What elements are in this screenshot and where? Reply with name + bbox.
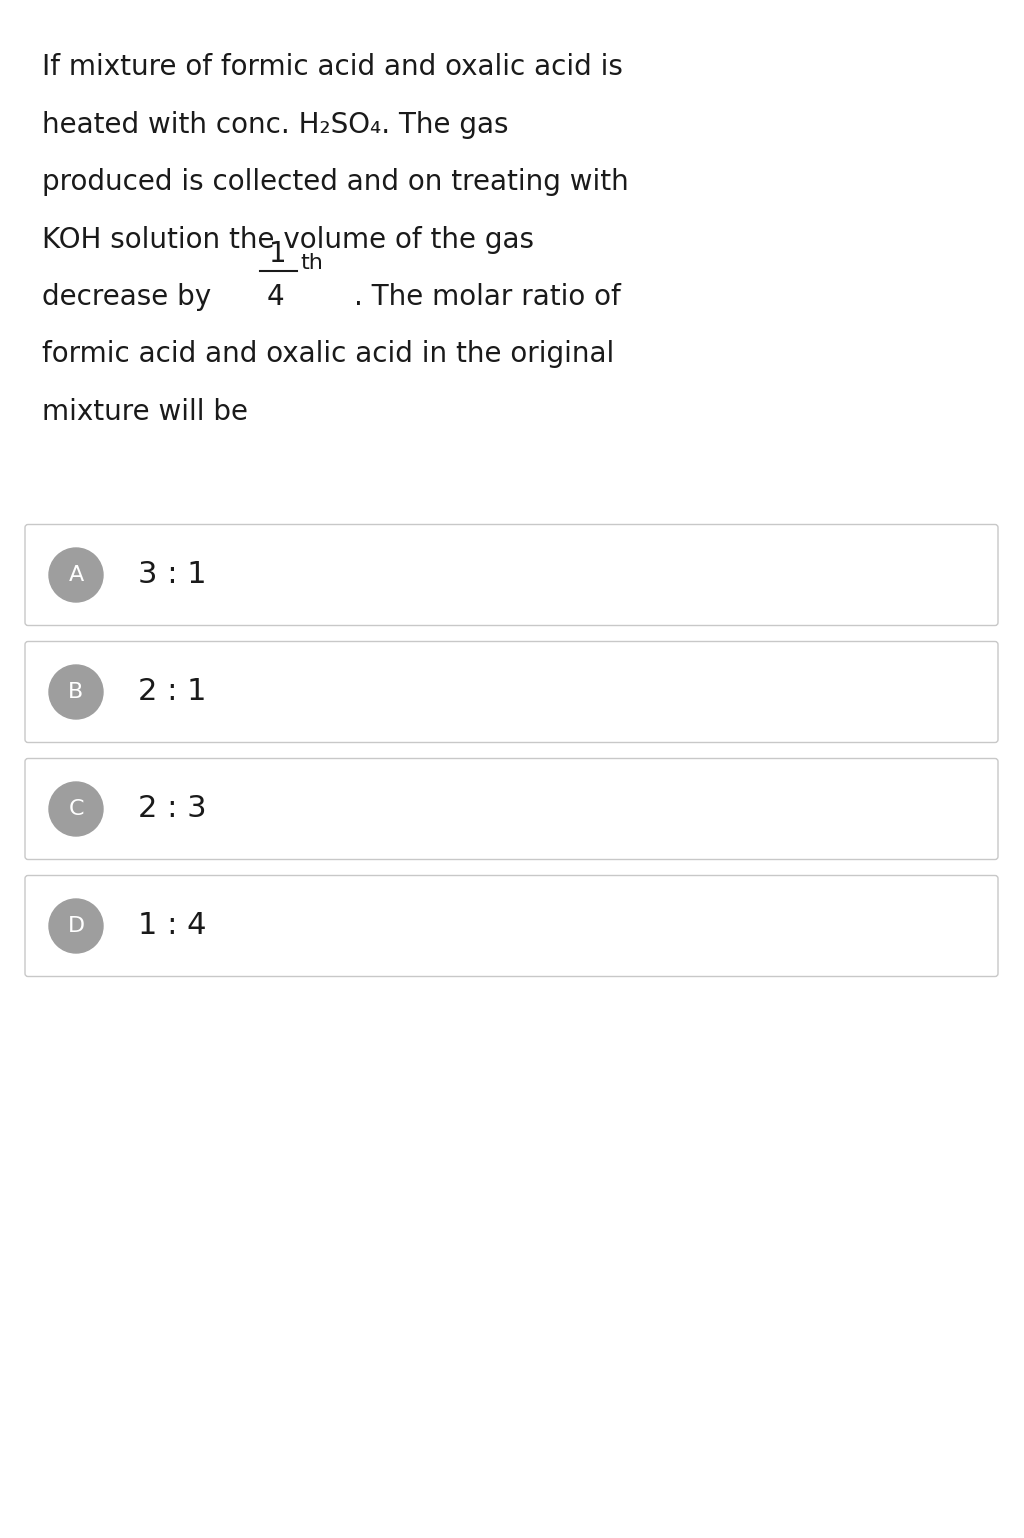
Text: th: th — [300, 252, 323, 274]
Text: 1: 1 — [269, 240, 287, 268]
Text: heated with conc. H₂SO₄. The gas: heated with conc. H₂SO₄. The gas — [42, 111, 509, 138]
Text: C: C — [69, 800, 84, 820]
Text: formic acid and oxalic acid in the original: formic acid and oxalic acid in the origi… — [42, 340, 614, 369]
Text: 1 : 4: 1 : 4 — [138, 912, 207, 941]
Text: 2 : 3: 2 : 3 — [138, 795, 207, 823]
Text: 2 : 1: 2 : 1 — [138, 678, 207, 706]
Text: A: A — [69, 564, 84, 584]
FancyBboxPatch shape — [25, 758, 998, 860]
Circle shape — [49, 781, 103, 837]
Text: B: B — [69, 681, 84, 701]
Text: decrease by: decrease by — [42, 283, 211, 311]
Circle shape — [49, 548, 103, 601]
Text: If mixture of formic acid and oxalic acid is: If mixture of formic acid and oxalic aci… — [42, 52, 623, 82]
Text: mixture will be: mixture will be — [42, 398, 248, 426]
Circle shape — [49, 900, 103, 954]
FancyBboxPatch shape — [25, 524, 998, 626]
Circle shape — [49, 664, 103, 718]
Text: KOH solution the volume of the gas: KOH solution the volume of the gas — [42, 226, 534, 254]
FancyBboxPatch shape — [25, 641, 998, 743]
Text: produced is collected and on treating with: produced is collected and on treating wi… — [42, 168, 629, 195]
Text: . The molar ratio of: . The molar ratio of — [354, 283, 621, 311]
Text: 3 : 1: 3 : 1 — [138, 560, 207, 589]
Text: D: D — [68, 917, 85, 937]
FancyBboxPatch shape — [25, 875, 998, 977]
Text: 4: 4 — [267, 283, 285, 311]
